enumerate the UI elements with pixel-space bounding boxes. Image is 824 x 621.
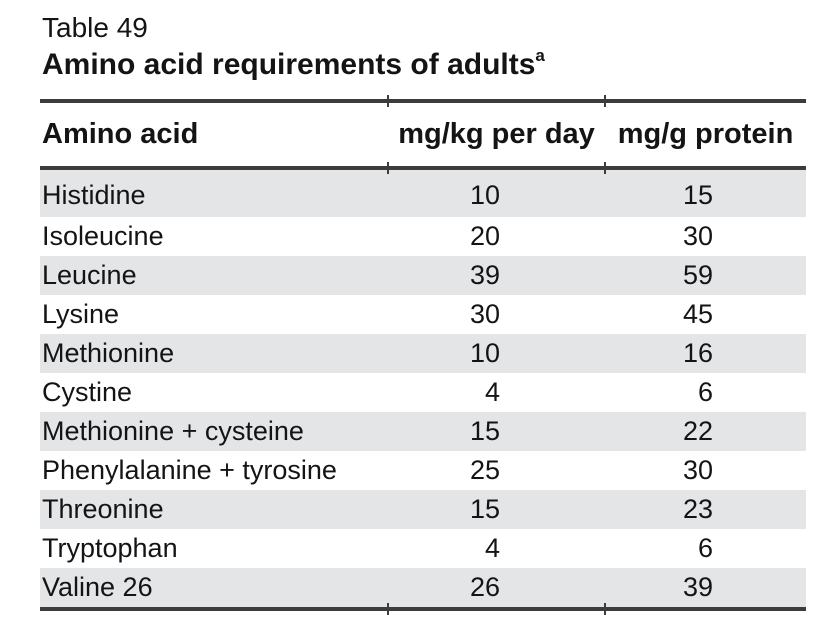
table-row: Lysine 30 45 bbox=[40, 295, 806, 334]
header-bottom-rule bbox=[40, 162, 806, 174]
mg-g-cell: 45 bbox=[682, 299, 713, 329]
mg-kg-cell: 4 bbox=[484, 377, 500, 407]
table-header-row: Amino acid mg/kg per day mg/g protein bbox=[40, 103, 806, 166]
amino-acid-cell: Histidine bbox=[42, 180, 146, 210]
mg-kg-cell: 30 bbox=[469, 299, 500, 329]
table-row: Valine 26 26 39 bbox=[40, 568, 806, 607]
table-row: Tryptophan 4 6 bbox=[40, 529, 806, 568]
amino-acid-cell: Valine 26 bbox=[42, 572, 153, 602]
table-row: Isoleucine 20 30 bbox=[40, 217, 806, 256]
column-header-mg-g-protein: mg/g protein bbox=[617, 118, 794, 150]
amino-acid-table: Amino acid mg/kg per day mg/g protein Hi… bbox=[40, 95, 806, 615]
mg-g-cell: 16 bbox=[682, 338, 713, 368]
column-divider-tick bbox=[604, 162, 606, 174]
table-row: Methionine 10 16 bbox=[40, 334, 806, 373]
amino-acid-cell: Cystine bbox=[42, 377, 133, 407]
column-divider-tick bbox=[387, 95, 389, 107]
table-top-rule bbox=[40, 95, 806, 107]
title-block: Table 49 Amino acid requirements of adul… bbox=[42, 12, 545, 83]
table-row: Methionine + cysteine 15 22 bbox=[40, 412, 806, 451]
table-row: Cystine 4 6 bbox=[40, 373, 806, 412]
mg-kg-cell: 26 bbox=[469, 572, 500, 602]
amino-acid-cell: Isoleucine bbox=[42, 221, 164, 251]
table-row: Phenylalanine + tyrosine 25 30 bbox=[40, 451, 806, 490]
table-row: Histidine 10 15 bbox=[40, 170, 806, 217]
page-title-text: Amino acid requirements of adults bbox=[42, 48, 536, 82]
table-label: Table 49 bbox=[42, 12, 148, 43]
amino-acid-cell: Leucine bbox=[42, 260, 137, 290]
table-bottom-rule bbox=[40, 603, 806, 615]
mg-g-cell: 23 bbox=[682, 494, 713, 524]
mg-kg-cell: 10 bbox=[469, 338, 500, 368]
mg-kg-cell: 4 bbox=[484, 533, 500, 563]
mg-g-cell: 6 bbox=[697, 377, 713, 407]
mg-kg-cell: 39 bbox=[469, 260, 500, 290]
mg-kg-cell: 20 bbox=[469, 221, 500, 251]
column-divider-tick bbox=[387, 603, 389, 615]
column-divider-tick bbox=[604, 95, 606, 107]
title-footnote-marker: a bbox=[535, 46, 545, 66]
mg-g-cell: 39 bbox=[682, 572, 713, 602]
mg-g-cell: 30 bbox=[682, 221, 713, 251]
mg-g-cell: 59 bbox=[682, 260, 713, 290]
mg-kg-cell: 15 bbox=[469, 416, 500, 446]
column-header-mg-kg-per-day: mg/kg per day bbox=[398, 118, 595, 150]
amino-acid-cell: Methionine + cysteine bbox=[42, 416, 304, 446]
amino-acid-cell: Phenylalanine + tyrosine bbox=[42, 455, 337, 485]
amino-acid-cell: Lysine bbox=[42, 299, 120, 329]
column-divider-tick bbox=[387, 162, 389, 174]
mg-g-cell: 15 bbox=[682, 180, 713, 210]
mg-g-cell: 22 bbox=[682, 416, 713, 446]
amino-acid-cell: Methionine bbox=[42, 338, 175, 368]
amino-acid-cell: Threonine bbox=[42, 494, 164, 524]
mg-g-cell: 6 bbox=[697, 533, 713, 563]
table-body: Histidine 10 15 Isoleucine 20 30 Leucine… bbox=[40, 170, 806, 607]
mg-g-cell: 30 bbox=[682, 455, 713, 485]
mg-kg-cell: 10 bbox=[469, 180, 500, 210]
column-divider-tick bbox=[604, 603, 606, 615]
table-row: Threonine 15 23 bbox=[40, 490, 806, 529]
mg-kg-cell: 25 bbox=[469, 455, 500, 485]
page-title: Amino acid requirements of adultsa bbox=[42, 46, 545, 83]
amino-acid-cell: Tryptophan bbox=[42, 533, 178, 563]
table-row: Leucine 39 59 bbox=[40, 256, 806, 295]
column-header-amino-acid: Amino acid bbox=[42, 118, 199, 150]
mg-kg-cell: 15 bbox=[469, 494, 500, 524]
